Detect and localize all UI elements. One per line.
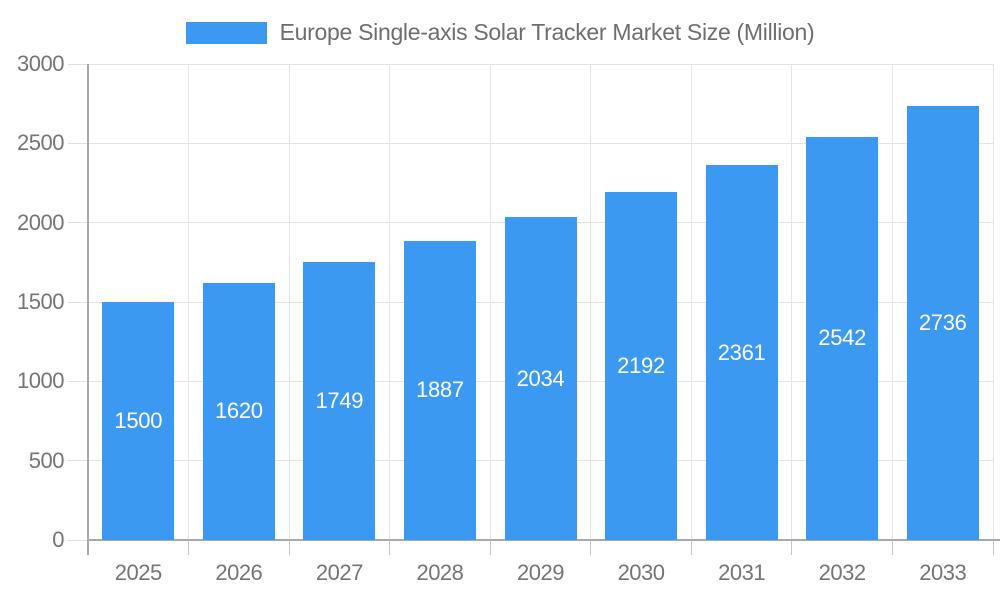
gridline-horizontal — [88, 63, 993, 65]
x-axis-label-2029: 2029 — [517, 560, 564, 585]
legend-swatch-icon — [185, 21, 267, 44]
bar-value-label: 2542 — [818, 325, 867, 351]
bar-2030[interactable]: 2192 — [605, 192, 678, 540]
bar-2032[interactable]: 2542 — [806, 136, 879, 540]
y-axis-label: 1500 — [17, 289, 64, 314]
y-axis-tick — [68, 63, 88, 65]
y-axis-tick — [68, 301, 88, 303]
bar-value-label: 1500 — [114, 408, 163, 433]
gridline-vertical — [891, 64, 893, 540]
bar-2025[interactable]: 1500 — [102, 302, 175, 540]
x-axis-label-2028: 2028 — [416, 560, 464, 585]
gridline-vertical — [992, 64, 994, 540]
y-axis-label: 3000 — [17, 51, 64, 76]
x-axis-tick — [188, 540, 190, 555]
bar-2026[interactable]: 1620 — [202, 282, 275, 540]
bar-value-label: 2192 — [617, 353, 665, 379]
y-axis-tick — [68, 380, 88, 382]
y-axis-tick — [68, 222, 88, 224]
bar-2033[interactable]: 2736 — [906, 105, 979, 540]
y-axis-line — [87, 64, 89, 555]
x-axis-label-2030: 2030 — [617, 560, 665, 585]
bar-2031[interactable]: 2361 — [705, 165, 778, 540]
x-axis-label-2026: 2026 — [215, 560, 263, 585]
x-axis-label-2031: 2031 — [718, 560, 766, 585]
bar-value-label: 2034 — [516, 365, 565, 391]
gridline-vertical — [791, 64, 793, 540]
bar-value-label: 1749 — [315, 388, 364, 414]
x-axis-tick — [891, 540, 893, 555]
y-axis-label: 2500 — [17, 130, 64, 156]
y-axis-label: 0 — [52, 527, 64, 552]
legend-label: Europe Single-axis Solar Tracker Market … — [279, 19, 815, 45]
bar-value-label: 1887 — [416, 377, 464, 403]
y-axis-label: 2000 — [17, 209, 64, 235]
bar-2027[interactable]: 1749 — [303, 262, 376, 540]
x-axis-tick — [389, 540, 391, 555]
x-axis-tick — [590, 540, 592, 555]
y-axis-label: 1000 — [17, 368, 64, 394]
y-axis-tick — [68, 460, 88, 462]
x-axis-tick — [791, 540, 793, 555]
bar-value-label: 2736 — [918, 309, 967, 335]
bar-value-label: 2361 — [717, 339, 766, 365]
bar-value-label: 1620 — [214, 398, 263, 424]
x-axis-label-2032: 2032 — [818, 560, 866, 585]
x-axis-tick — [288, 540, 290, 555]
x-axis-tick — [992, 540, 994, 555]
gridline-vertical — [389, 64, 391, 540]
x-axis-label-2033: 2033 — [919, 560, 967, 585]
gridline-horizontal — [88, 142, 993, 144]
x-axis-label-2027: 2027 — [315, 560, 363, 585]
x-axis-label-2025: 2025 — [114, 560, 162, 585]
gridline-vertical — [288, 64, 290, 540]
y-axis-tick — [68, 142, 88, 144]
x-axis-tick — [489, 540, 491, 555]
y-axis-tick — [68, 539, 88, 541]
gridline-vertical — [690, 64, 692, 540]
y-axis-label: 500 — [28, 447, 65, 473]
legend-item[interactable]: Europe Single-axis Solar Tracker Market … — [0, 19, 1000, 46]
gridline-vertical — [489, 64, 491, 540]
bar-2028[interactable]: 1887 — [403, 240, 476, 540]
bar-2029[interactable]: 2034 — [504, 217, 577, 540]
x-axis-tick — [690, 540, 692, 555]
gridline-vertical — [590, 64, 592, 540]
gridline-vertical — [188, 64, 190, 540]
